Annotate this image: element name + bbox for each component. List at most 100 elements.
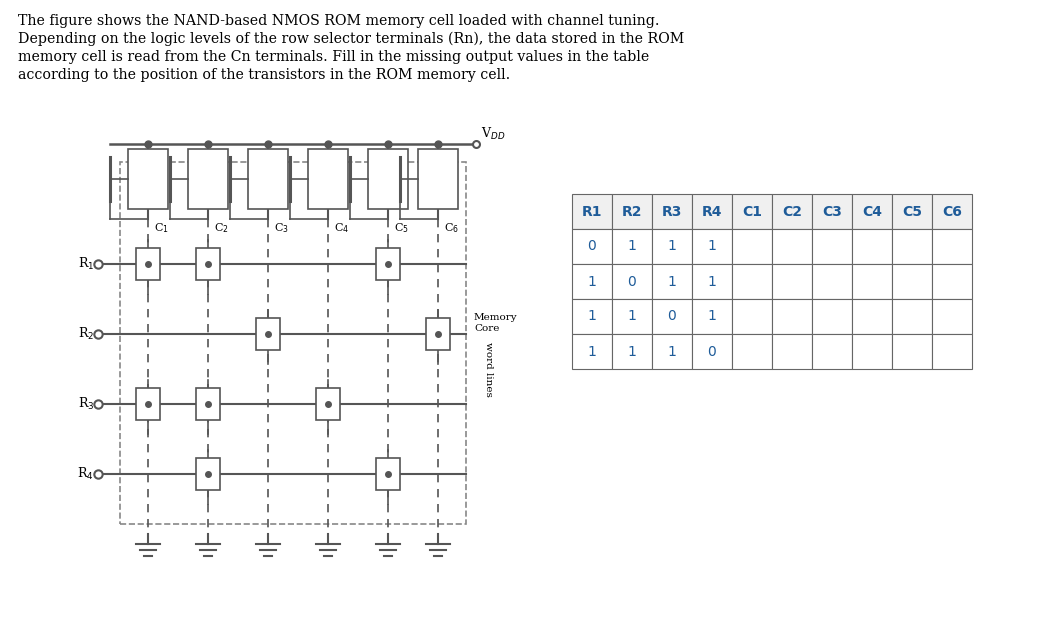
Text: C$_1$: C$_1$: [154, 221, 169, 235]
Bar: [892, 229, 932, 264]
Text: 1: 1: [587, 309, 596, 324]
Text: C5: C5: [902, 205, 922, 218]
Bar: [248, 149, 288, 209]
Text: 1: 1: [708, 275, 716, 288]
Bar: [692, 194, 732, 229]
Bar: [136, 388, 160, 420]
Text: R2: R2: [621, 205, 642, 218]
Text: 1: 1: [667, 275, 677, 288]
Text: 0: 0: [587, 239, 596, 254]
Bar: [652, 299, 692, 334]
Bar: [572, 334, 612, 369]
Text: C3: C3: [822, 205, 842, 218]
Text: Depending on the logic levels of the row selector terminals (Rn), the data store: Depending on the logic levels of the row…: [18, 32, 684, 46]
Text: R$_4$: R$_4$: [77, 466, 94, 482]
Bar: [572, 229, 612, 264]
Bar: [932, 264, 972, 299]
Bar: [652, 194, 692, 229]
Bar: [772, 334, 812, 369]
Text: 1: 1: [628, 309, 636, 324]
Bar: [376, 248, 400, 280]
Text: V$_{DD}$: V$_{DD}$: [481, 126, 505, 142]
Bar: [612, 264, 652, 299]
Bar: [369, 149, 408, 209]
Bar: [812, 334, 852, 369]
Bar: [772, 194, 812, 229]
Bar: [892, 299, 932, 334]
Bar: [196, 458, 220, 490]
Bar: [932, 334, 972, 369]
Bar: [196, 388, 220, 420]
Bar: [772, 299, 812, 334]
Text: according to the position of the transistors in the ROM memory cell.: according to the position of the transis…: [18, 68, 510, 82]
Bar: [128, 149, 168, 209]
Bar: [572, 194, 612, 229]
Bar: [812, 299, 852, 334]
Text: C$_6$: C$_6$: [445, 221, 459, 235]
Bar: [892, 194, 932, 229]
Text: 1: 1: [628, 345, 636, 358]
Bar: [852, 264, 892, 299]
Text: The figure shows the NAND-based NMOS ROM memory cell loaded with channel tuning.: The figure shows the NAND-based NMOS ROM…: [18, 14, 660, 28]
Text: 1: 1: [587, 275, 596, 288]
Text: memory cell is read from the Cn terminals. Fill in the missing output values in : memory cell is read from the Cn terminal…: [18, 50, 650, 64]
Bar: [692, 334, 732, 369]
Bar: [136, 248, 160, 280]
Bar: [316, 388, 340, 420]
Bar: [572, 299, 612, 334]
Bar: [892, 334, 932, 369]
Text: C$_4$: C$_4$: [334, 221, 349, 235]
Bar: [892, 264, 932, 299]
Bar: [612, 334, 652, 369]
Bar: [308, 149, 348, 209]
Bar: [772, 229, 812, 264]
Text: R$_1$: R$_1$: [78, 256, 94, 272]
Bar: [812, 194, 852, 229]
Bar: [572, 264, 612, 299]
Text: R$_2$: R$_2$: [78, 326, 94, 342]
Text: 1: 1: [667, 239, 677, 254]
Bar: [932, 194, 972, 229]
Text: C$_2$: C$_2$: [214, 221, 229, 235]
Text: Memory
Core: Memory Core: [474, 313, 517, 333]
Text: word lines: word lines: [484, 342, 493, 397]
Bar: [732, 229, 772, 264]
Text: 1: 1: [667, 345, 677, 358]
Bar: [612, 299, 652, 334]
Bar: [932, 229, 972, 264]
Bar: [612, 229, 652, 264]
Text: C1: C1: [742, 205, 762, 218]
Text: 0: 0: [708, 345, 716, 358]
Bar: [852, 334, 892, 369]
Text: R3: R3: [662, 205, 682, 218]
Bar: [852, 229, 892, 264]
Text: C$_5$: C$_5$: [393, 221, 409, 235]
Text: R$_3$: R$_3$: [78, 396, 94, 412]
Bar: [812, 229, 852, 264]
Text: R4: R4: [702, 205, 722, 218]
Text: 0: 0: [628, 275, 636, 288]
Bar: [692, 299, 732, 334]
Text: 1: 1: [628, 239, 636, 254]
Text: C4: C4: [862, 205, 882, 218]
Bar: [932, 299, 972, 334]
Bar: [732, 299, 772, 334]
Text: R1: R1: [582, 205, 603, 218]
Bar: [692, 264, 732, 299]
Text: 0: 0: [667, 309, 677, 324]
Bar: [376, 458, 400, 490]
Text: C2: C2: [782, 205, 802, 218]
Text: 1: 1: [587, 345, 596, 358]
Bar: [732, 334, 772, 369]
Bar: [426, 318, 450, 350]
Bar: [852, 194, 892, 229]
Bar: [256, 318, 280, 350]
Bar: [120, 162, 466, 524]
Bar: [772, 264, 812, 299]
Bar: [418, 149, 458, 209]
Bar: [732, 264, 772, 299]
Text: C$_3$: C$_3$: [274, 221, 288, 235]
Bar: [652, 229, 692, 264]
Bar: [732, 194, 772, 229]
Bar: [692, 229, 732, 264]
